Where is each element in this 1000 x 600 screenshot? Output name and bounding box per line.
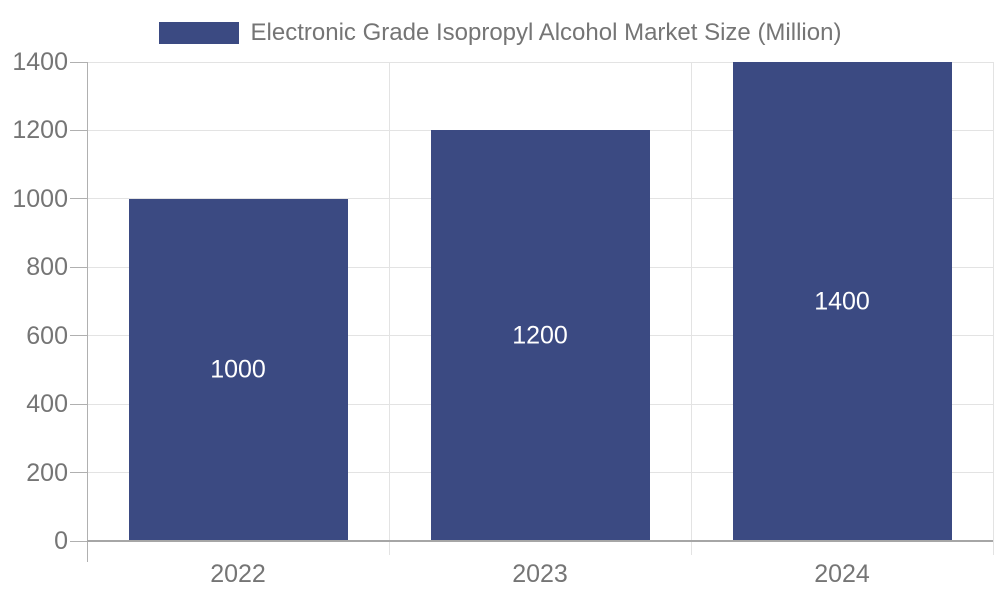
y-tick-label: 400 [26, 390, 68, 419]
bar-2022[interactable]: 1000 [128, 198, 348, 541]
y-tick-label: 600 [26, 321, 68, 350]
category-boundary-line [388, 62, 390, 555]
bar-2024[interactable]: 1400 [732, 62, 952, 541]
x-tick-label[interactable]: 2024 [814, 560, 870, 588]
y-tick-label: 1000 [12, 184, 68, 213]
y-tick-label: 1200 [12, 116, 68, 145]
y-tick [70, 335, 87, 337]
bar-value-label: 1200 [512, 321, 568, 350]
y-tick [70, 403, 87, 405]
y-tick [70, 472, 87, 474]
bar-value-label: 1000 [210, 355, 266, 384]
x-axis-line [87, 540, 993, 542]
legend-swatch[interactable] [158, 22, 239, 44]
y-tick-label: 1400 [12, 48, 68, 76]
gridline-y-1400 [87, 61, 993, 63]
y-axis-line [86, 62, 88, 562]
y-tick [70, 266, 87, 268]
y-tick [70, 198, 87, 200]
y-tick [70, 129, 87, 131]
category-boundary-line [992, 62, 994, 555]
y-tick-label: 800 [26, 253, 68, 282]
bar-2023[interactable]: 1200 [430, 130, 650, 541]
x-tick-label[interactable]: 2023 [512, 560, 568, 588]
category-boundary-line [690, 62, 692, 555]
bar-value-label: 1400 [814, 287, 870, 315]
y-tick [70, 61, 87, 63]
y-tick-label: 200 [26, 458, 68, 487]
y-tick [70, 540, 87, 542]
x-tick-label[interactable]: 2022 [210, 560, 266, 588]
legend[interactable]: Electronic Grade Isopropyl Alcohol Marke… [0, 19, 1000, 47]
y-tick-label: 0 [54, 527, 68, 555]
legend-label: Electronic Grade Isopropyl Alcohol Marke… [250, 19, 842, 46]
